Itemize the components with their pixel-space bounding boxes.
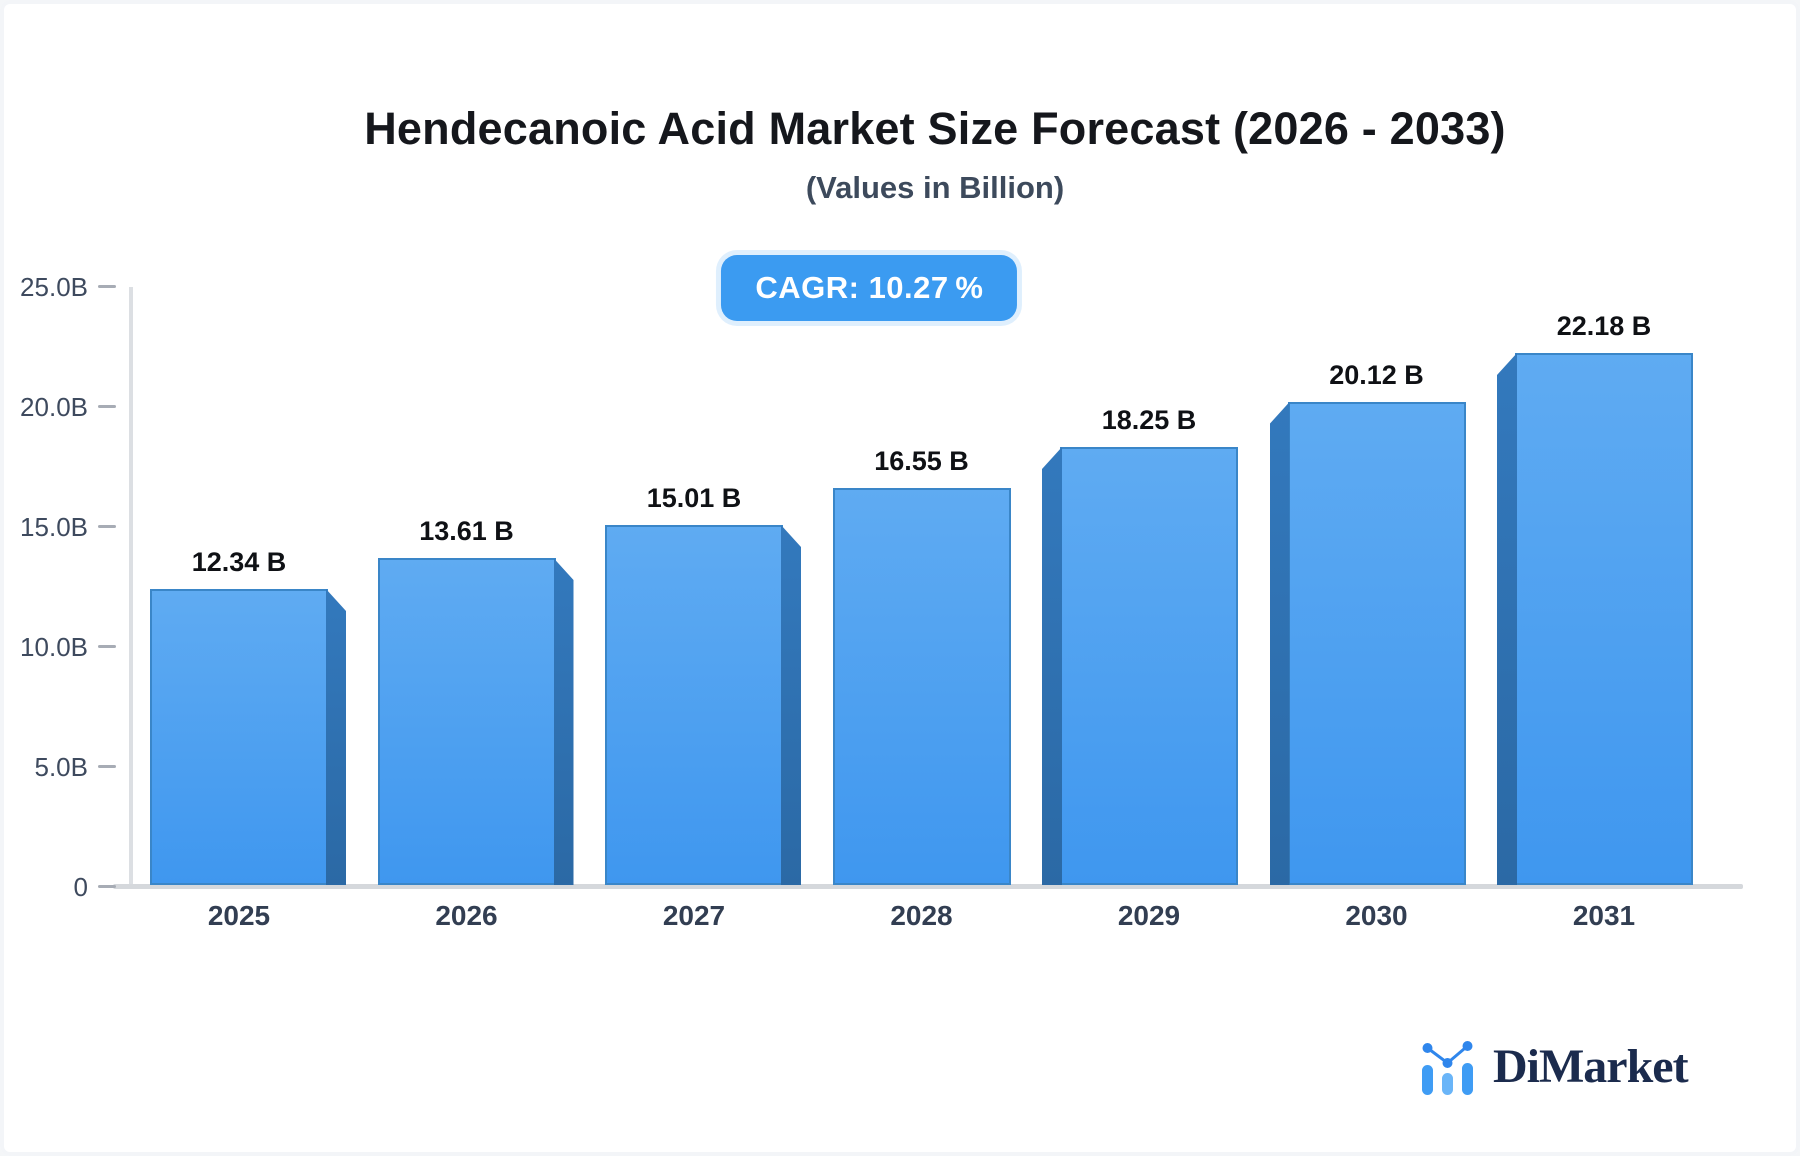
x-tick-label: 2029 (1117, 900, 1181, 931)
y-tick-mark (98, 405, 116, 408)
bar-value-label: 13.61 B (419, 516, 514, 546)
chart-title: Hendecanoic Acid Market Size Forecast (2… (364, 103, 1506, 154)
y-tick-mark (98, 765, 116, 768)
y-tick-label: 0 (73, 872, 88, 902)
dimarket-logo: DiMarket (1418, 1028, 1689, 1104)
bar-2026 (377, 558, 574, 885)
bar-2030 (1269, 402, 1466, 885)
bar-2029 (1042, 447, 1238, 885)
x-tick-label: 2031 (1572, 900, 1636, 931)
bar-3d-side (326, 589, 346, 885)
y-tick-label: 20.0B (20, 392, 88, 422)
bar-value-label: 18.25 B (1101, 405, 1197, 435)
bar-chart-logo-icon (1422, 1041, 1473, 1095)
bar-value-label: 15.01 B (646, 483, 742, 513)
x-tick-label: 2026 (435, 900, 498, 931)
x-axis-baseline (113, 884, 1743, 889)
x-tick-label: 2027 (662, 900, 726, 931)
y-axis-line (129, 287, 133, 889)
chart-subtitle: (Values in Billion) (805, 170, 1065, 205)
y-tick-mark (98, 285, 116, 288)
bar-3d-side (1269, 402, 1290, 885)
y-tick-mark (98, 885, 116, 888)
y-tick-label: 25.0B (20, 272, 88, 302)
bar-2027 (605, 525, 801, 885)
bar-value-label: 22.18 B (1556, 311, 1652, 341)
bar-3d-side (781, 525, 801, 885)
bar-2025 (150, 589, 346, 885)
bar-2031 (1497, 353, 1693, 885)
y-tick-label: 5.0B (34, 752, 89, 782)
dimarket-logo-text: DiMarket (1493, 1039, 1689, 1093)
x-tick-label: 2030 (1345, 900, 1408, 931)
bar-3d-side (553, 558, 574, 885)
bar-value-label: 12.34 B (191, 547, 287, 577)
y-tick-mark (98, 645, 116, 648)
y-tick-label: 10.0B (20, 632, 88, 662)
cagr-badge: CAGR: 10.27 % (721, 255, 1018, 321)
bar-value-label: 16.55 B (874, 446, 969, 476)
x-tick-label: 2028 (890, 900, 953, 931)
bar-3d-side (1497, 353, 1517, 885)
bar-value-label: 20.12 B (1329, 360, 1424, 390)
bar-3d-side (1042, 447, 1062, 885)
x-tick-label: 2025 (207, 900, 271, 931)
bar-2028 (832, 488, 1011, 885)
y-tick-mark (98, 525, 116, 528)
y-tick-label: 15.0B (20, 512, 88, 542)
